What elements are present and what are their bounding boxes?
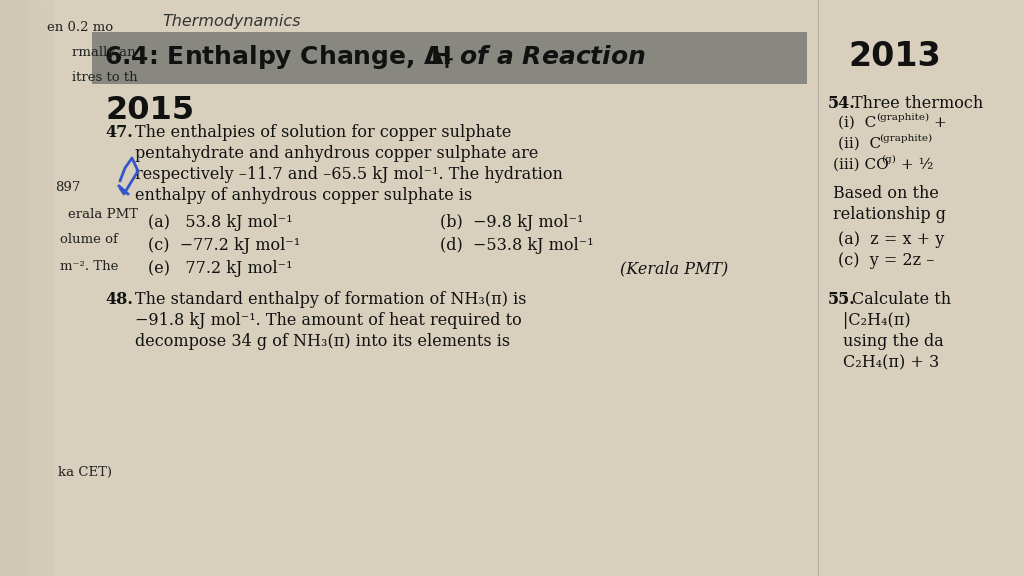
Text: Calculate th: Calculate th bbox=[852, 291, 951, 308]
Text: (graphite): (graphite) bbox=[879, 134, 932, 143]
Text: Three thermoch: Three thermoch bbox=[852, 95, 983, 112]
Text: m⁻². The: m⁻². The bbox=[60, 260, 119, 273]
Text: en 0.2 mo: en 0.2 mo bbox=[47, 21, 113, 34]
Text: (d)  −53.8 kJ mol⁻¹: (d) −53.8 kJ mol⁻¹ bbox=[440, 237, 594, 254]
Text: + ½: + ½ bbox=[901, 158, 934, 172]
Text: 897: 897 bbox=[55, 181, 80, 194]
Text: (graphite): (graphite) bbox=[876, 113, 929, 122]
Text: ka CET): ka CET) bbox=[58, 466, 112, 479]
Text: 48.: 48. bbox=[105, 291, 133, 308]
Text: (b)  −9.8 kJ mol⁻¹: (b) −9.8 kJ mol⁻¹ bbox=[440, 214, 584, 231]
Text: (Kerala PMT): (Kerala PMT) bbox=[620, 260, 728, 277]
Text: |C₂H₄(ᴨ): |C₂H₄(ᴨ) bbox=[843, 312, 910, 329]
Text: C₂H₄(ᴨ) + 3: C₂H₄(ᴨ) + 3 bbox=[843, 354, 939, 371]
Text: Thermodynamics: Thermodynamics bbox=[162, 14, 300, 29]
Text: pentahydrate and anhydrous copper sulphate are: pentahydrate and anhydrous copper sulpha… bbox=[135, 145, 539, 162]
Bar bbox=[92, 32, 807, 84]
Text: (a)  z = x + y: (a) z = x + y bbox=[838, 231, 944, 248]
Text: 2015: 2015 bbox=[105, 95, 195, 126]
Text: decompose 34 g of NH₃(ᴨ) into its elements is: decompose 34 g of NH₃(ᴨ) into its elemen… bbox=[135, 333, 510, 350]
Text: +: + bbox=[933, 116, 946, 130]
Text: using the da: using the da bbox=[843, 333, 944, 350]
Text: (c)  −77.2 kJ mol⁻¹: (c) −77.2 kJ mol⁻¹ bbox=[148, 237, 300, 254]
Text: $\mathbf{H}$ of a Reaction: $\mathbf{H}$ of a Reaction bbox=[430, 45, 646, 69]
Text: 6.4: Enthalpy Change, $\mathbf{\Delta_r}$: 6.4: Enthalpy Change, $\mathbf{\Delta_r}… bbox=[104, 43, 454, 71]
Text: erala PMT: erala PMT bbox=[68, 208, 138, 221]
Text: The standard enthalpy of formation of NH₃(ᴨ) is: The standard enthalpy of formation of NH… bbox=[135, 291, 526, 308]
Text: itres to th: itres to th bbox=[72, 71, 137, 84]
Text: The enthalpies of solution for copper sulphate: The enthalpies of solution for copper su… bbox=[135, 124, 511, 141]
Text: −91.8 kJ mol⁻¹. The amount of heat required to: −91.8 kJ mol⁻¹. The amount of heat requi… bbox=[135, 312, 522, 329]
Text: (a)   53.8 kJ mol⁻¹: (a) 53.8 kJ mol⁻¹ bbox=[148, 214, 293, 231]
Text: Based on the: Based on the bbox=[833, 185, 939, 202]
Text: 2013: 2013 bbox=[848, 40, 941, 74]
Text: respectively –11.7 and –65.5 kJ mol⁻¹. The hydration: respectively –11.7 and –65.5 kJ mol⁻¹. T… bbox=[135, 166, 563, 183]
Text: (ii)  C: (ii) C bbox=[838, 137, 881, 151]
Text: (iii) CO: (iii) CO bbox=[833, 158, 889, 172]
Text: (g): (g) bbox=[881, 155, 896, 164]
Text: relationship g: relationship g bbox=[833, 206, 946, 223]
Text: olume of: olume of bbox=[60, 233, 118, 246]
Text: (e)   77.2 kJ mol⁻¹: (e) 77.2 kJ mol⁻¹ bbox=[148, 260, 293, 277]
Text: 54.: 54. bbox=[828, 95, 856, 112]
Text: rmally an: rmally an bbox=[72, 46, 135, 59]
Text: (i)  C: (i) C bbox=[838, 116, 877, 130]
Text: 55.: 55. bbox=[828, 291, 856, 308]
Text: (c)  y = 2z –: (c) y = 2z – bbox=[838, 252, 934, 269]
Text: 47.: 47. bbox=[105, 124, 133, 141]
Text: enthalpy of anhydrous copper sulphate is: enthalpy of anhydrous copper sulphate is bbox=[135, 187, 472, 204]
